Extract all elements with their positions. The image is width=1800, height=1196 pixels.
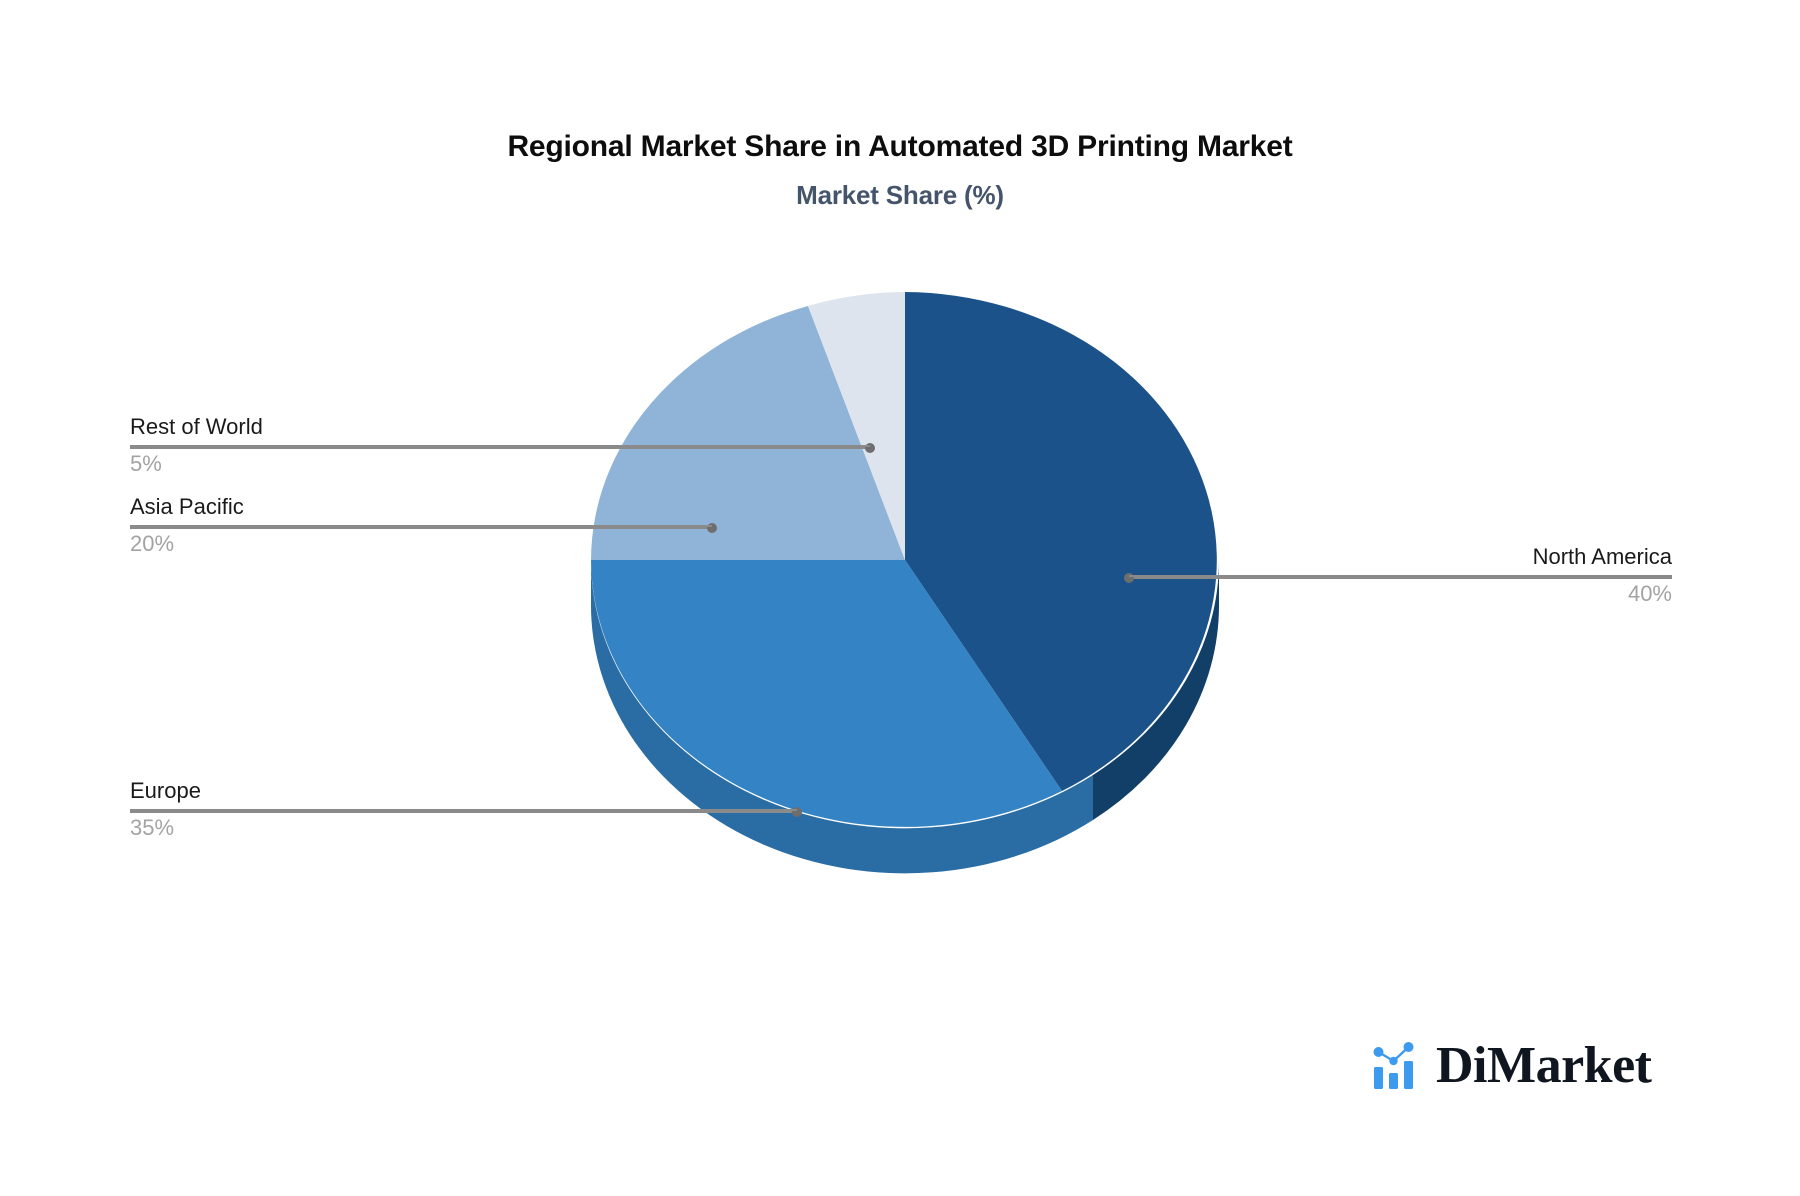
title-block: Regional Market Share in Automated 3D Pr… xyxy=(0,128,1800,211)
callout-value-north-america: 40% xyxy=(1627,581,1672,606)
pie-slice-rest-of-world xyxy=(808,292,905,560)
callout-value-europe: 35% xyxy=(130,815,175,840)
brand-logo: DiMarket xyxy=(1372,1037,1652,1094)
callout-value-rest-of-world: 5% xyxy=(130,451,162,476)
pie-slice-north-america xyxy=(905,292,1217,791)
pie-slice-europe xyxy=(591,560,1062,827)
callout-rest-of-world: Rest of World 5% xyxy=(130,413,870,478)
callout-rule xyxy=(130,445,870,447)
callout-label-rest-of-world: Rest of World xyxy=(130,414,263,439)
brand-name: DiMarket xyxy=(1436,1037,1652,1094)
callout-value-asia-pacific: 20% xyxy=(130,531,175,556)
chart-title: Regional Market Share in Automated 3D Pr… xyxy=(507,130,1293,163)
callout-label-north-america: North America xyxy=(1532,544,1672,569)
callout-europe: Europe 35% xyxy=(130,777,797,842)
pie-side-europe xyxy=(590,560,1093,874)
bar-chart-trend-icon xyxy=(1373,1042,1414,1089)
chart-subtitle: Market Share (%) xyxy=(796,180,1004,210)
pie-side-north-america xyxy=(1093,560,1220,820)
callout-north-america: North America 40% xyxy=(1129,543,1672,608)
callout-rule xyxy=(1129,575,1672,577)
callout-asia-pacific: Asia Pacific 20% xyxy=(130,493,712,558)
callout-rule xyxy=(130,525,712,527)
pie-slice-asia-pacific xyxy=(591,306,905,560)
callout-label-asia-pacific: Asia Pacific xyxy=(130,494,244,519)
callout-rule xyxy=(130,809,797,811)
callout-label-europe: Europe xyxy=(130,778,201,803)
